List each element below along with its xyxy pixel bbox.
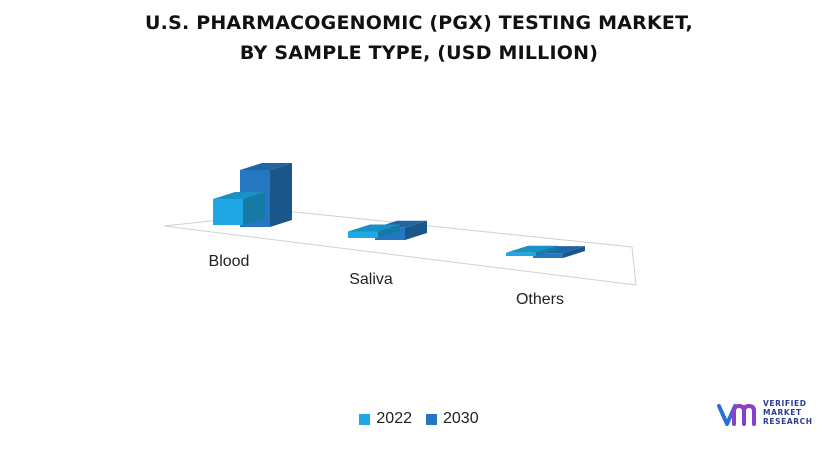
legend-item-2030: 2030 <box>426 410 479 428</box>
category-label-others: Others <box>516 291 564 308</box>
logo-text: VERIFIED MARKET RESEARCH <box>763 399 813 426</box>
logo-text-line-1: VERIFIED <box>763 399 807 408</box>
category-labels: Blood Saliva Others <box>209 253 564 308</box>
chart-title-line-2: BY SAMPLE TYPE, (USD MILLION) <box>239 42 599 64</box>
legend-swatch-2030 <box>426 413 437 425</box>
category-label-blood: Blood <box>209 253 250 270</box>
legend-label-2030: 2030 <box>443 410 479 427</box>
bar-blood-2022 <box>213 191 265 225</box>
bar-top-face <box>348 224 400 232</box>
bar-side-face <box>536 245 558 256</box>
bar-front-face <box>506 252 536 256</box>
verified-market-research-logo: VERIFIED MARKET RESEARCH <box>717 396 827 436</box>
vmr-logo-icon <box>717 404 756 426</box>
bar-side-face <box>405 220 427 240</box>
category-label-saliva: Saliva <box>349 271 393 288</box>
bar-top-face <box>240 163 292 170</box>
bar-side-face <box>378 224 400 238</box>
logo-text-line-3: RESEARCH <box>763 417 813 426</box>
chart-title-line-1: U.S. PHARMACOGENOMIC (PGX) TESTING MARKE… <box>145 12 693 34</box>
bars-group <box>213 163 585 258</box>
bar-others-2022 <box>506 245 558 256</box>
bar-front-face <box>213 198 243 225</box>
bar-saliva-2022 <box>348 224 400 238</box>
chart-title: U.S. PHARMACOGENOMIC (PGX) TESTING MARKE… <box>0 8 838 68</box>
bar-side-face <box>563 246 585 258</box>
legend-label-2022: 2022 <box>376 410 412 427</box>
bar-top-face <box>213 191 265 199</box>
legend-item-2022: 2022 <box>359 410 412 428</box>
bar-side-face <box>243 191 265 225</box>
legend-swatch-2022 <box>359 413 371 425</box>
logo-text-line-2: MARKET <box>763 408 802 417</box>
bar-top-face <box>506 245 558 253</box>
bar-side-face <box>270 163 292 227</box>
legend: 2022 2030 <box>0 410 838 428</box>
bar-front-face <box>348 231 378 238</box>
